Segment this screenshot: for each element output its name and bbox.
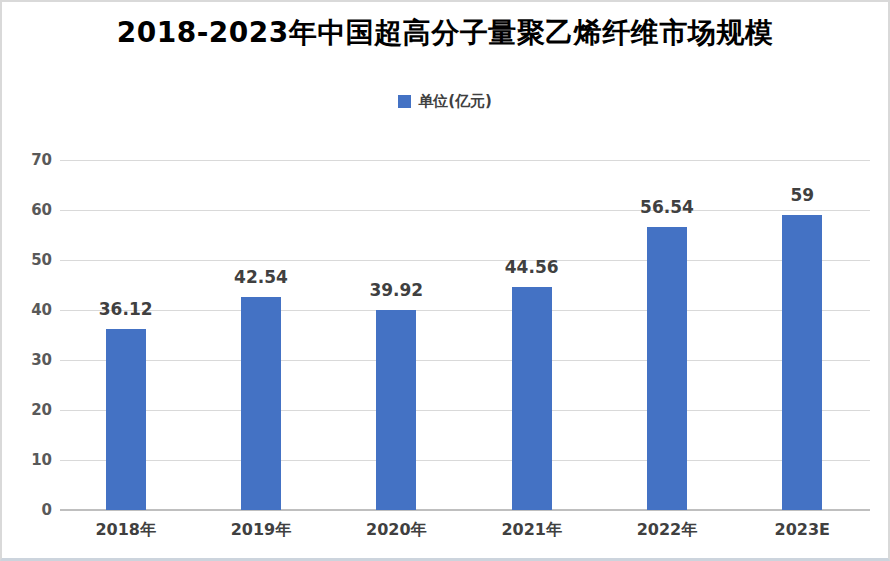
gridline — [60, 210, 870, 211]
x-axis-line — [60, 509, 870, 511]
y-axis-tick-label: 40 — [12, 300, 52, 320]
bar — [376, 310, 416, 510]
plot-area: 0 10 20 30 40 50 60 70 36.12 2018年 42.54 2019年 39.92… — [2, 2, 888, 558]
y-axis-tick-label: 20 — [12, 400, 52, 420]
bar — [241, 297, 281, 510]
y-axis-tick-label: 0 — [12, 500, 52, 520]
gridline — [60, 160, 870, 161]
gridline — [60, 460, 870, 461]
y-axis-tick-label: 60 — [12, 200, 52, 220]
x-axis-tick-label: 2019年 — [193, 520, 328, 540]
x-axis-tick-label: 2021年 — [464, 520, 599, 540]
x-axis-tick-label: 2020年 — [329, 520, 464, 540]
gridline — [60, 410, 870, 411]
bar-value-label: 44.56 — [464, 257, 599, 277]
bar — [106, 329, 146, 510]
bar — [782, 215, 822, 510]
bar — [512, 287, 552, 510]
x-axis-tick-label: 2018年 — [58, 520, 193, 540]
bar-value-label: 59 — [735, 185, 870, 205]
bar-value-label: 42.54 — [193, 267, 328, 287]
bar-value-label: 39.92 — [329, 280, 464, 300]
gridline — [60, 360, 870, 361]
bar — [647, 227, 687, 510]
y-axis-tick-label: 70 — [12, 150, 52, 170]
bar-value-label: 36.12 — [58, 299, 193, 319]
bar-value-label: 56.54 — [599, 197, 734, 217]
chart-container: 2018-2023年中国超高分子量聚乙烯纤维市场规模 单位(亿元) 010203… — [0, 0, 890, 561]
y-axis-tick-label: 30 — [12, 350, 52, 370]
x-axis-tick-label: 2022年 — [599, 520, 734, 540]
y-axis-tick-label: 50 — [12, 250, 52, 270]
x-axis-tick-label: 2023E — [735, 520, 870, 540]
y-axis-tick-label: 10 — [12, 450, 52, 470]
